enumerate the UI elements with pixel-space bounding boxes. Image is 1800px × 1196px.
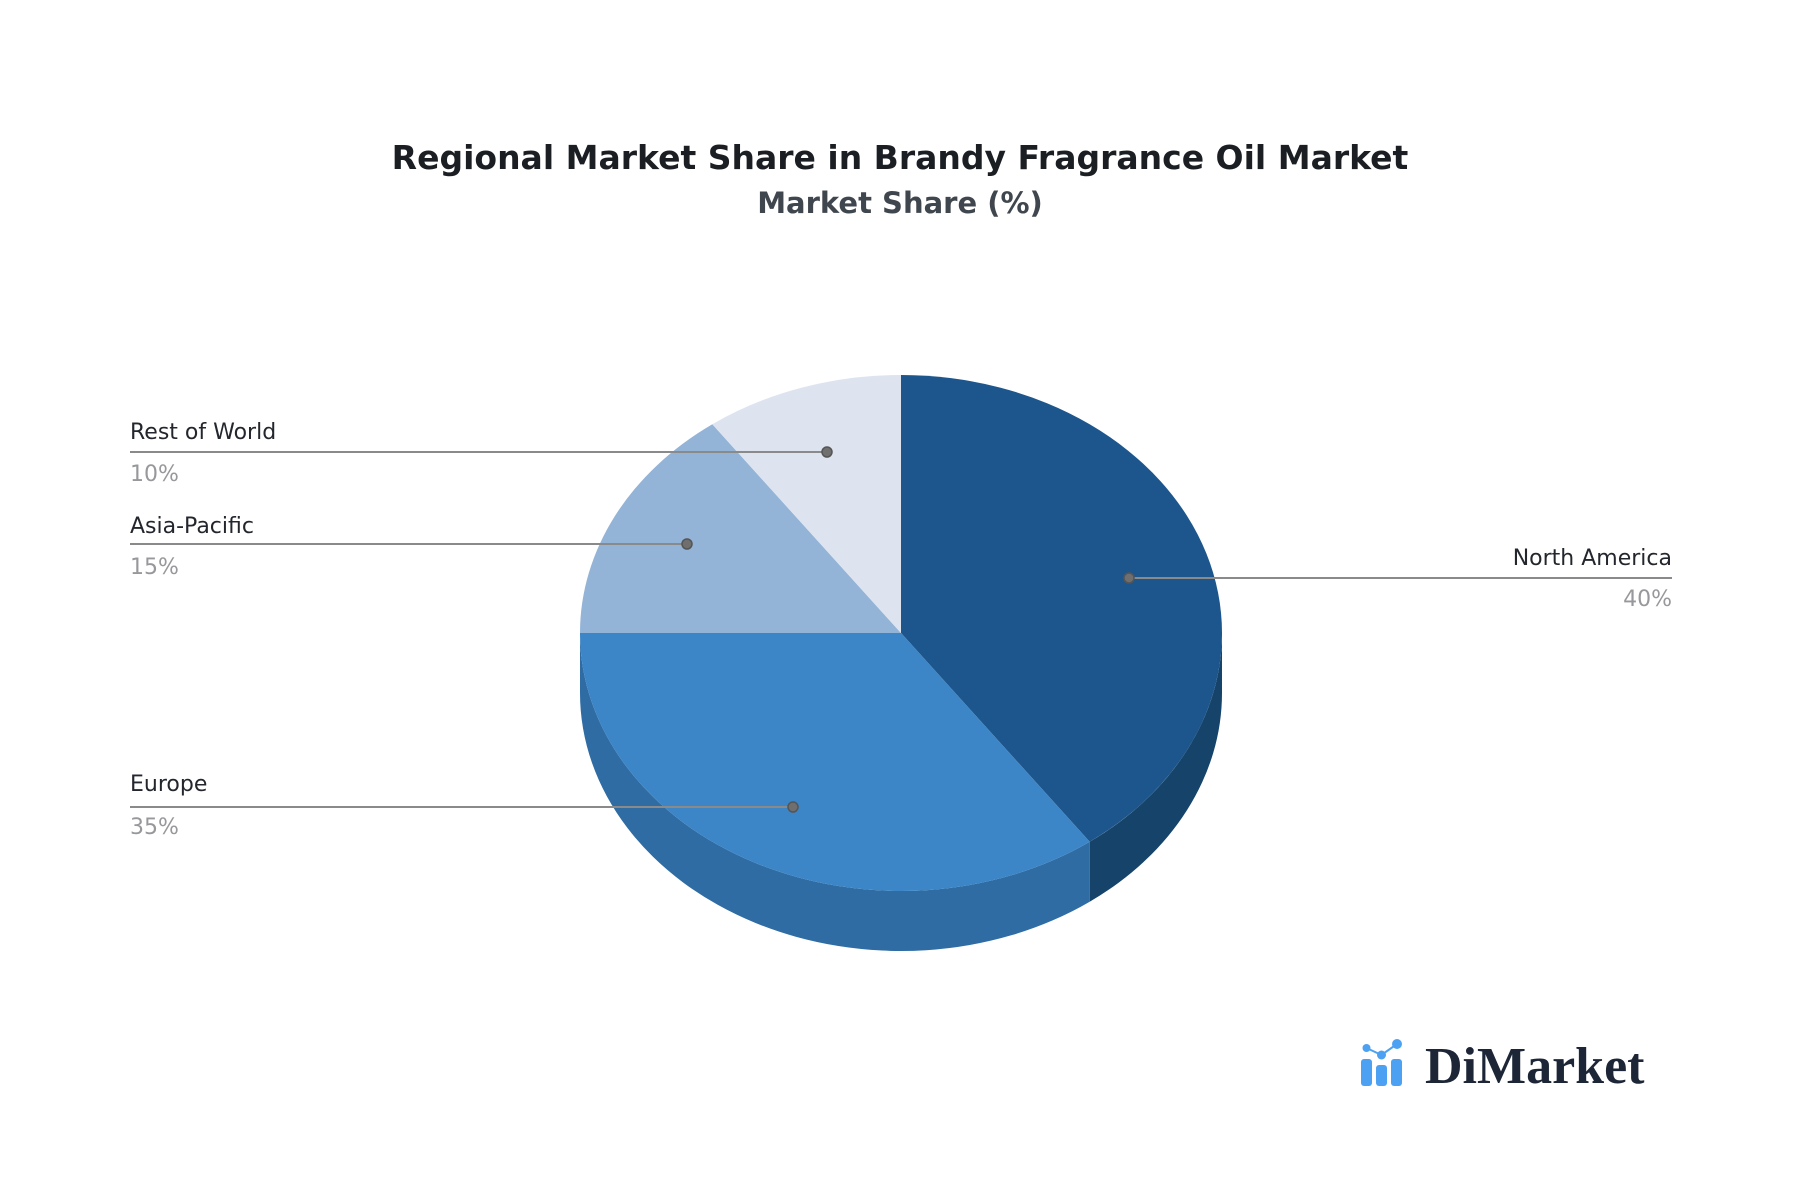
chart-subtitle: Market Share (%) [757, 186, 1043, 220]
pie-slice-north-america[interactable] [901, 375, 1222, 842]
callout-label: North America [1512, 546, 1672, 571]
callout-label: Rest of World [130, 420, 277, 445]
brand-name: DiMarket [1425, 1038, 1645, 1095]
callout-percent: 15% [130, 555, 179, 580]
callout-percent: 40% [1623, 587, 1672, 612]
leader-dot-north-america [1123, 572, 1135, 584]
pie-slice-asia-pacific[interactable] [580, 424, 901, 633]
pie-slice-europe[interactable] [580, 633, 1090, 891]
pie-slice-side-north-america [1089, 633, 1222, 902]
leader-dot-europe [787, 801, 799, 813]
callout-percent: 35% [130, 815, 179, 840]
leader-dot-rest-of-world [821, 446, 833, 458]
callout-percent: 10% [130, 462, 179, 487]
pie-slice-side-europe [580, 633, 1090, 952]
pie-slice-rest-of-world[interactable] [712, 375, 901, 633]
bar-chart-logo-icon [1360, 1038, 1414, 1092]
callout-label: Europe [130, 772, 208, 797]
brand-logo: DiMarket [1360, 1038, 1645, 1095]
chart-title: Regional Market Share in Brandy Fragranc… [391, 138, 1409, 177]
callout-label: Asia-Pacific [130, 514, 254, 539]
leader-dot-asia-pacific [681, 538, 693, 550]
